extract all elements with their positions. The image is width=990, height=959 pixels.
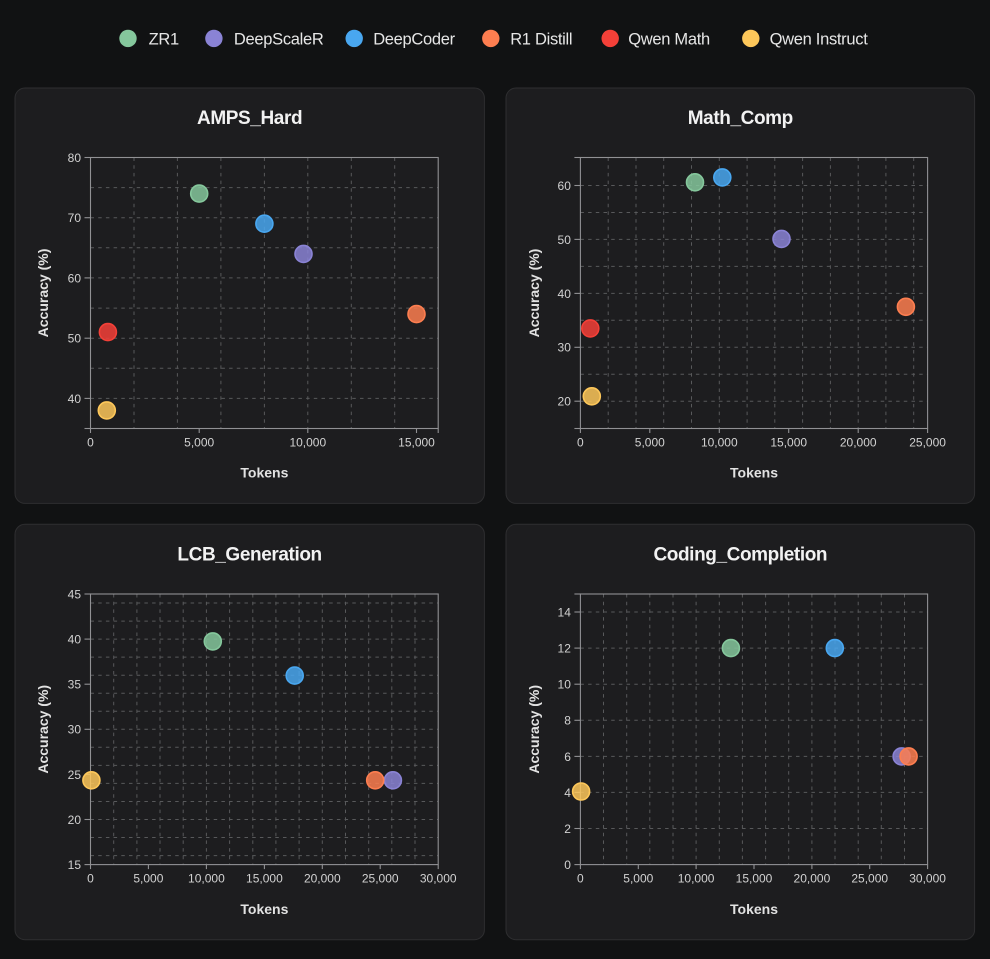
svg-text:70: 70 [68,211,82,225]
svg-text:15,000: 15,000 [770,435,807,449]
svg-text:10: 10 [558,678,572,692]
svg-text:25,000: 25,000 [362,871,399,885]
svg-text:60: 60 [558,179,572,193]
svg-text:Accuracy (%): Accuracy (%) [526,249,542,338]
svg-text:10,000: 10,000 [289,435,326,449]
svg-text:20,000: 20,000 [304,871,341,885]
svg-text:5,000: 5,000 [623,871,653,885]
svg-text:25: 25 [68,768,82,782]
svg-text:35: 35 [68,678,82,692]
svg-text:R1 Distill: R1 Distill [510,30,572,48]
svg-text:20: 20 [558,395,572,409]
svg-text:0: 0 [87,435,94,449]
svg-text:0: 0 [577,871,584,885]
svg-text:50: 50 [68,332,82,346]
svg-text:Tokens: Tokens [730,901,778,917]
svg-text:30,000: 30,000 [420,871,457,885]
svg-text:0: 0 [564,858,571,872]
svg-text:10,000: 10,000 [678,871,715,885]
svg-text:Accuracy (%): Accuracy (%) [526,685,542,774]
svg-text:Accuracy (%): Accuracy (%) [35,249,51,338]
svg-text:20,000: 20,000 [794,871,831,885]
svg-text:5,000: 5,000 [184,435,214,449]
svg-text:Qwen Math: Qwen Math [628,30,710,48]
svg-text:30,000: 30,000 [909,871,946,885]
svg-text:5,000: 5,000 [635,435,665,449]
svg-text:Tokens: Tokens [240,901,288,917]
svg-text:LCB_Generation: LCB_Generation [177,545,321,566]
svg-text:AMPS_Hard: AMPS_Hard [197,108,302,129]
svg-text:0: 0 [87,871,94,885]
svg-text:50: 50 [558,233,572,247]
svg-text:6: 6 [564,750,571,764]
svg-text:8: 8 [564,714,571,728]
svg-text:15,000: 15,000 [246,871,283,885]
svg-text:40: 40 [68,392,82,406]
svg-text:45: 45 [68,587,82,601]
svg-text:25,000: 25,000 [909,435,946,449]
svg-text:60: 60 [68,271,82,285]
svg-text:40: 40 [68,633,82,647]
svg-text:Accuracy (%): Accuracy (%) [35,685,51,774]
svg-text:30: 30 [68,723,82,737]
svg-text:15,000: 15,000 [398,435,435,449]
svg-text:12: 12 [558,642,572,656]
svg-text:15,000: 15,000 [736,871,773,885]
svg-text:DeepCoder: DeepCoder [373,30,455,48]
svg-text:30: 30 [558,341,572,355]
svg-text:25,000: 25,000 [851,871,888,885]
svg-text:0: 0 [577,435,584,449]
svg-text:20,000: 20,000 [840,435,877,449]
svg-text:80: 80 [68,151,82,165]
svg-text:40: 40 [558,287,572,301]
svg-text:10,000: 10,000 [188,871,225,885]
svg-text:Qwen Instruct: Qwen Instruct [770,30,869,48]
svg-text:Coding_Completion: Coding_Completion [653,545,827,566]
svg-text:ZR1: ZR1 [149,30,179,48]
svg-text:5,000: 5,000 [133,871,163,885]
svg-text:Tokens: Tokens [730,465,778,481]
svg-text:4: 4 [564,786,571,800]
svg-text:14: 14 [558,605,572,619]
svg-text:20: 20 [68,813,82,827]
svg-text:10,000: 10,000 [701,435,738,449]
svg-text:Tokens: Tokens [240,465,288,481]
svg-text:Math_Comp: Math_Comp [688,108,793,129]
svg-text:15: 15 [68,858,82,872]
svg-text:DeepScaleR: DeepScaleR [234,30,324,48]
svg-text:2: 2 [564,822,571,836]
